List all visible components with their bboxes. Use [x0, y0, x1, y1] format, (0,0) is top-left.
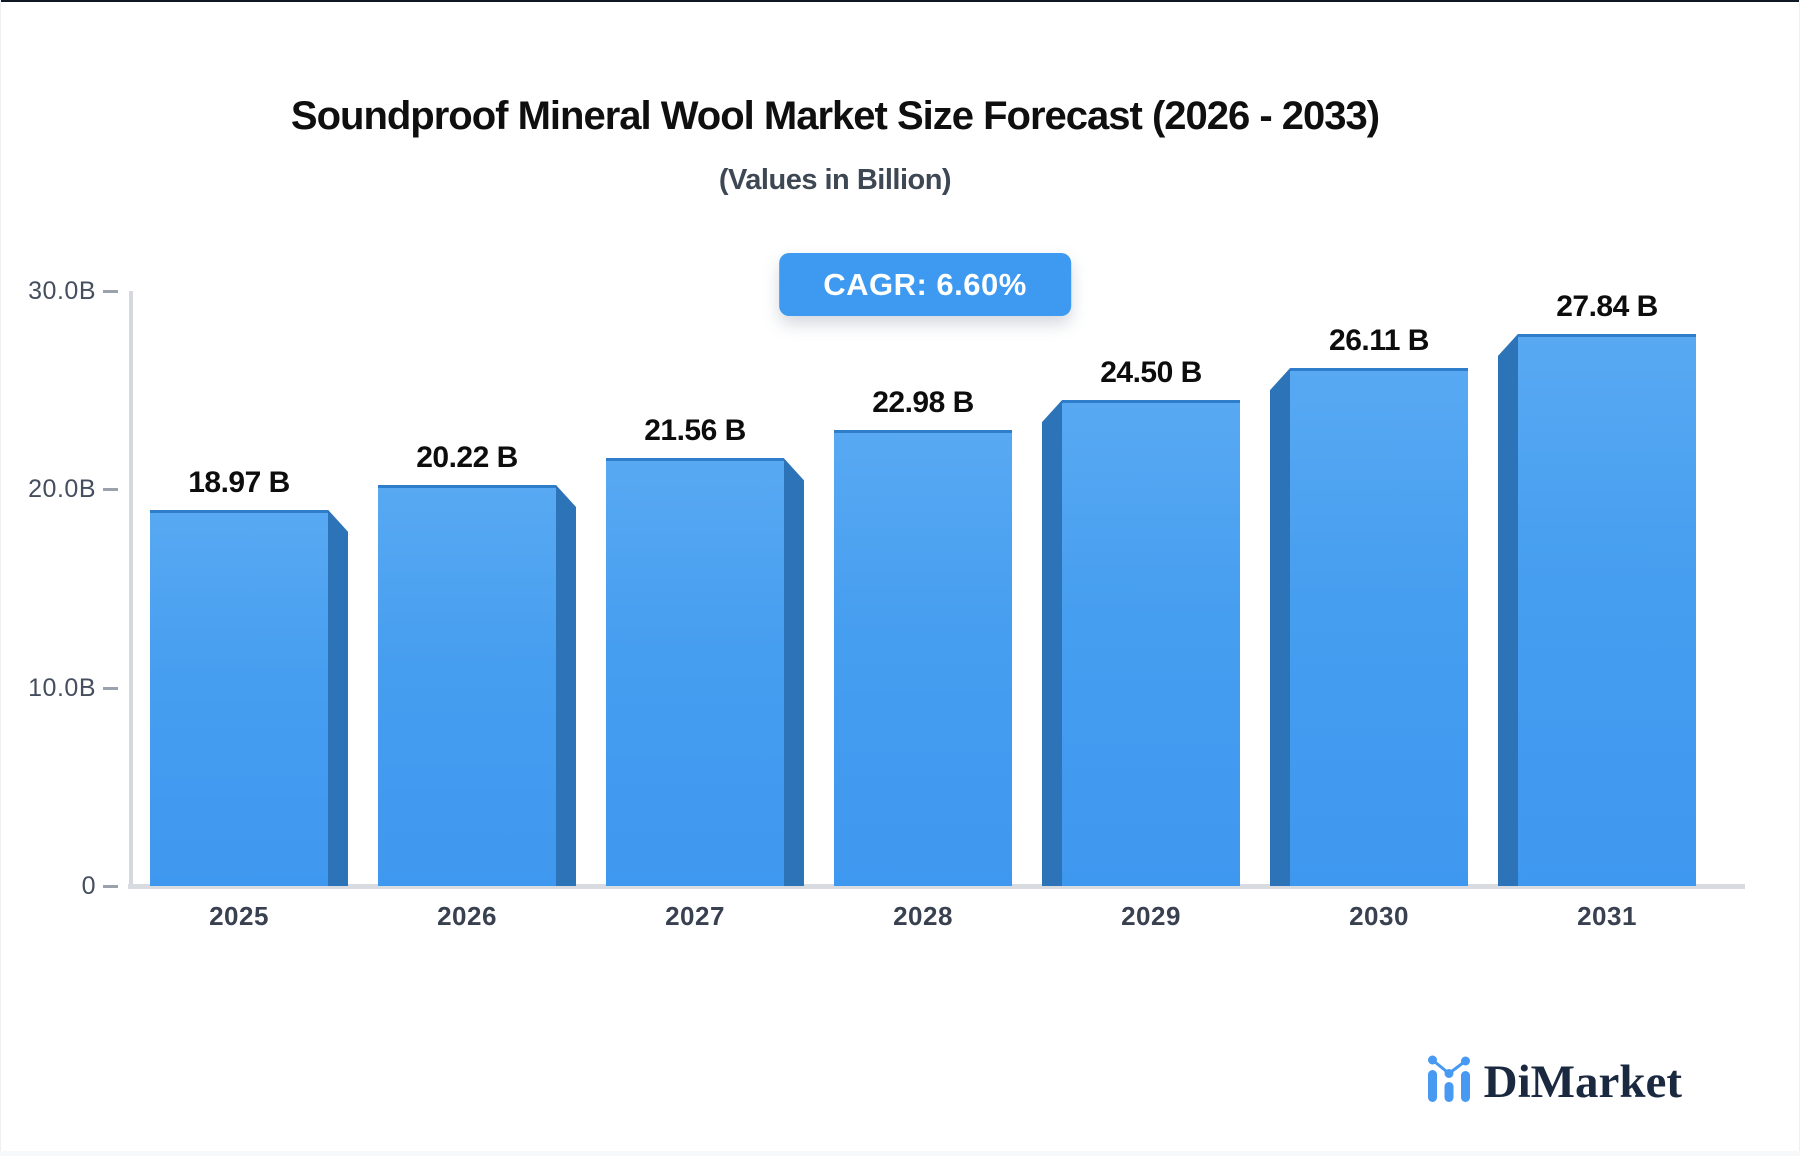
bar-2028 — [834, 430, 1012, 886]
y-tick-mark — [103, 290, 118, 293]
bar-side-face-2025 — [328, 509, 348, 886]
cagr-badge: CAGR: 6.60% — [779, 253, 1071, 316]
bar-value-label-2026: 20.22 B — [416, 440, 518, 474]
bar-value-label-2027: 21.56 B — [644, 414, 746, 448]
bar-value-label-2030: 26.11 B — [1329, 324, 1429, 358]
bar-value-label-2029: 24.50 B — [1100, 356, 1202, 390]
bar-value-label-2025: 18.97 B — [188, 465, 290, 499]
x-tick-label-2028: 2028 — [893, 901, 953, 931]
bar-2025 — [150, 509, 328, 886]
y-tick-mark — [103, 885, 118, 888]
y-tick-label-10.0B: 10.0B — [28, 673, 96, 702]
bottom-edge-strip — [0, 1151, 1800, 1156]
bar-side-face-2027 — [784, 458, 804, 886]
left-edge-line — [0, 0, 1, 1156]
dimarket-logo-icon — [1427, 1055, 1470, 1102]
top-edge-line — [0, 0, 1800, 2]
y-tick-mark — [103, 686, 118, 690]
bar-side-face-2026 — [556, 484, 576, 886]
y-tick-label-20.0B: 20.0B — [28, 475, 96, 504]
y-axis-line — [129, 291, 133, 886]
bar-value-label-2028: 22.98 B — [872, 386, 974, 420]
x-tick-label-2031: 2031 — [1577, 901, 1637, 931]
bar-value-label-2031: 27.84 B — [1556, 289, 1658, 323]
y-tick-mark — [103, 488, 118, 492]
bar-2026 — [378, 484, 556, 886]
x-tick-label-2025: 2025 — [209, 901, 269, 931]
x-tick-label-2027: 2027 — [665, 901, 725, 931]
bar-2030 — [1290, 368, 1468, 886]
x-axis-line — [128, 884, 1745, 889]
x-tick-label-2030: 2030 — [1349, 901, 1409, 931]
bar-side-face-2029 — [1042, 400, 1062, 886]
bar-2027 — [606, 458, 784, 886]
bar-side-face-2031 — [1498, 333, 1518, 886]
chart-title: Soundproof Mineral Wool Market Size Fore… — [290, 94, 1380, 138]
x-tick-label-2026: 2026 — [437, 901, 497, 931]
brand-name: DiMarket — [1483, 1056, 1682, 1108]
bar-side-face-2030 — [1270, 368, 1290, 886]
brand-logo: DiMarket — [1424, 1052, 1682, 1106]
bar-2031 — [1518, 333, 1696, 886]
y-tick-label-30.0B: 30.0B — [28, 277, 96, 305]
x-tick-label-2029: 2029 — [1121, 901, 1181, 931]
bar-2029 — [1062, 400, 1240, 886]
chart-subtitle: (Values in Billion) — [718, 164, 952, 196]
y-tick-label-0: 0 — [81, 872, 96, 900]
